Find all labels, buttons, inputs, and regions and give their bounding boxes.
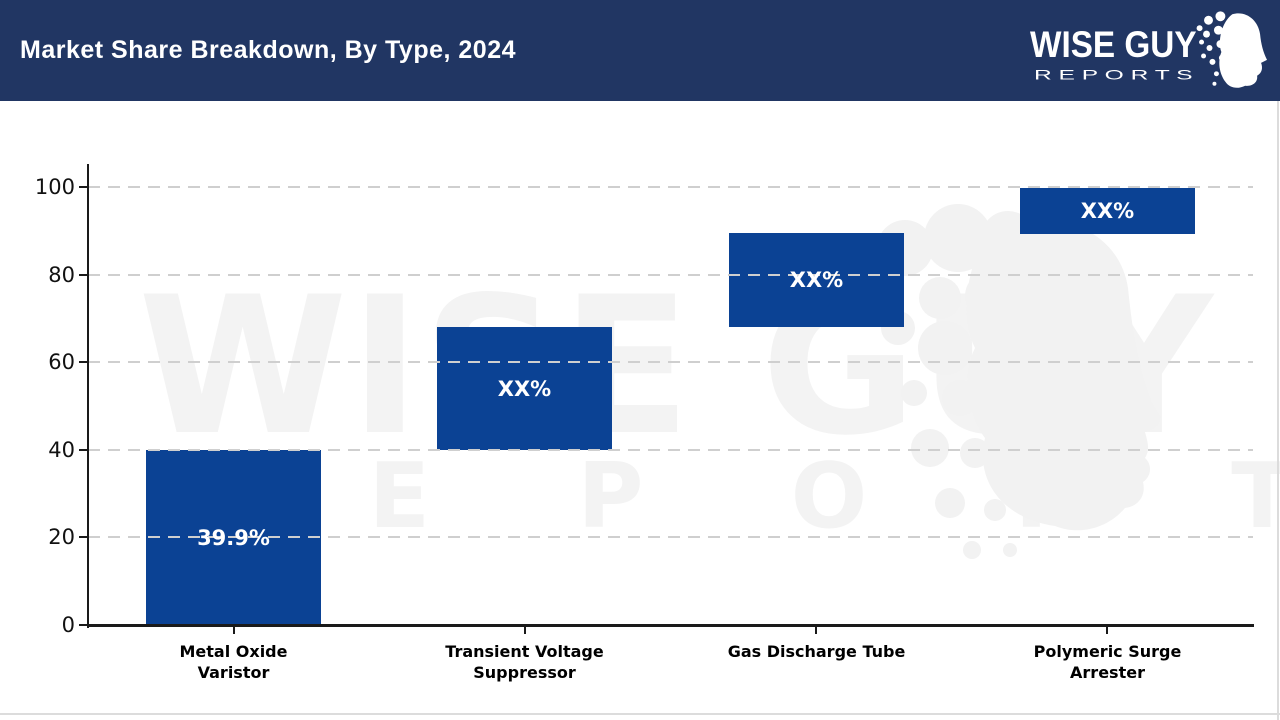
y-axis-tick-label: 40 [48,437,75,462]
x-axis-tick [524,626,526,634]
bottom-divider [0,713,1280,715]
page-title: Market Share Breakdown, By Type, 2024 [20,36,517,64]
x-axis-category-line: Suppressor [473,663,576,682]
right-divider [1277,101,1279,720]
y-axis-tick [79,273,87,276]
x-axis-category-line: Polymeric Surge [1033,642,1182,661]
y-axis-tick [79,361,87,364]
x-axis-tick [815,626,817,634]
y-axis-tick-label: 20 [48,525,75,550]
bar-value-label: XX% [1080,199,1135,223]
x-axis-category-label: Metal Oxide Varistor [88,641,379,683]
wiseguy-face-icon [1196,11,1268,88]
wiseguy-logo: WISE GUY R E P O R T S [1030,11,1268,88]
y-axis-tick-label: 100 [34,175,75,199]
gridline [88,361,1253,364]
x-axis-category-line: Gas Discharge Tube [727,642,906,661]
y-axis-tick-label: 60 [48,350,75,375]
logo-wordmark: WISE GUY [1030,24,1197,65]
bar-segment [729,233,904,327]
gridline [88,448,1253,451]
y-axis-tick [79,448,87,451]
bar-value-label: 39.9% [197,526,270,550]
logo-subtext: R E P O R T S [1034,67,1193,83]
x-axis-category-line: Varistor [197,663,270,682]
bar-segment [1020,188,1195,234]
x-axis-category-line: Transient Voltage [445,642,604,661]
y-axis-tick-label: 80 [48,262,75,287]
x-axis-category-line: Metal Oxide [179,642,288,661]
x-axis-category-line: Arrester [1070,663,1145,682]
header: Market Share Breakdown, By Type, 2024 WI… [0,0,1280,101]
y-axis-tick-label: 0 [61,613,75,637]
bar-value-label: XX% [789,268,844,292]
x-axis-tick [233,626,235,634]
bar-segment [437,327,612,450]
x-axis-category-label: Transient Voltage Suppressor [379,641,670,683]
x-axis-spine [87,624,1254,627]
x-axis-category-label: Polymeric Surge Arrester [962,641,1253,683]
y-axis-tick [79,624,87,626]
y-axis-tick [79,186,87,188]
gridline [88,273,1253,276]
x-axis-category-label: Gas Discharge Tube [671,641,962,662]
gridline [88,536,1253,539]
bar-value-label: XX% [497,377,552,401]
y-axis-tick [79,536,87,539]
gridline [88,186,1253,188]
y-axis-spine [87,164,89,628]
x-axis-tick [1106,626,1108,634]
watermark-face-icon [877,204,1161,559]
